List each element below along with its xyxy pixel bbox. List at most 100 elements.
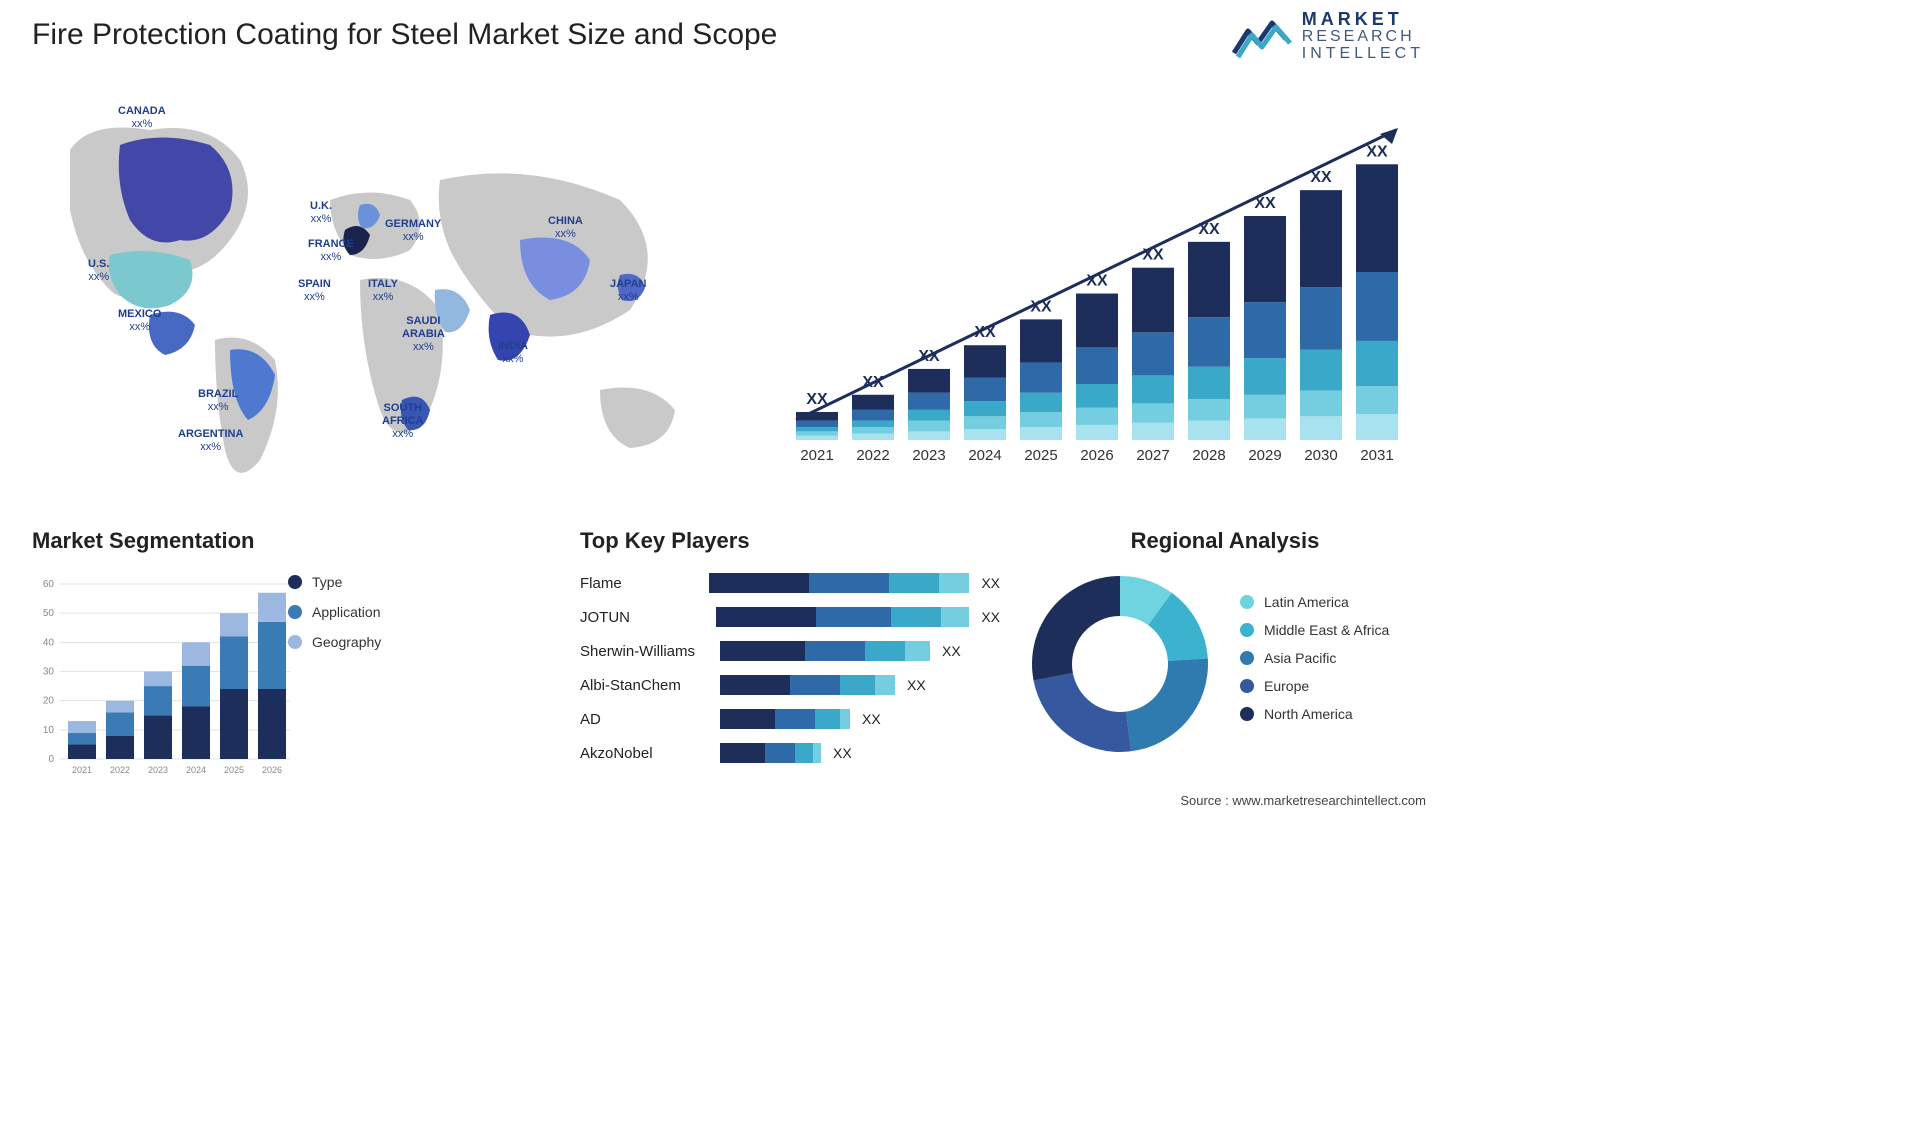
main-bar-value: XX (1198, 221, 1220, 238)
player-bar-segment (795, 743, 813, 763)
logo: MARKET RESEARCH INTELLECT (1232, 10, 1424, 62)
main-bar-segment (852, 427, 894, 433)
map-label-japan: JAPANxx% (610, 278, 646, 304)
main-bar-segment (796, 427, 838, 431)
regional-legend-label: Asia Pacific (1264, 650, 1336, 666)
main-bar-segment (1020, 412, 1062, 427)
player-row: JOTUN XX (580, 604, 1000, 630)
main-bar-segment (1076, 347, 1118, 384)
seg-year: 2023 (148, 765, 168, 775)
player-row: AD XX (580, 706, 1000, 732)
main-bar-segment (908, 431, 950, 440)
player-bar (720, 675, 895, 695)
player-name: AD (580, 711, 720, 728)
player-bar-segment (815, 709, 840, 729)
seg-legend-label: Geography (312, 634, 381, 650)
player-value: XX (907, 677, 926, 693)
main-bar-year: 2023 (912, 447, 945, 464)
main-bar-value: XX (918, 348, 940, 365)
main-bar-segment (1300, 416, 1342, 440)
seg-legend-item: Geography (288, 634, 381, 650)
main-bar-segment (1300, 350, 1342, 391)
legend-dot-icon (1240, 679, 1254, 693)
regional-legend-item: Middle East & Africa (1240, 622, 1389, 638)
main-bar-segment (1244, 418, 1286, 440)
regional-legend-item: North America (1240, 706, 1389, 722)
main-bar-segment (1132, 332, 1174, 375)
player-value: XX (862, 711, 881, 727)
legend-dot-icon (288, 575, 302, 589)
player-bar-segment (790, 675, 840, 695)
seg-bar-segment (106, 736, 134, 759)
regional-legend-label: Latin America (1264, 594, 1349, 610)
main-bar-value: XX (1366, 143, 1388, 160)
main-bar-year: 2028 (1192, 447, 1225, 464)
player-name: JOTUN (580, 609, 716, 626)
main-bar-segment (852, 395, 894, 410)
seg-bar-segment (258, 622, 286, 689)
seg-bar-segment (258, 689, 286, 759)
seg-bar-segment (144, 686, 172, 715)
main-bar-segment (1356, 386, 1398, 414)
player-bar-segment (891, 607, 941, 627)
logo-line3: INTELLECT (1302, 46, 1424, 63)
player-value: XX (981, 609, 1000, 625)
main-bar-value: XX (1086, 273, 1108, 290)
player-bar (720, 709, 850, 729)
main-bar-segment (1356, 341, 1398, 386)
main-bar-segment (1244, 302, 1286, 358)
map-label-uk: U.K.xx% (310, 200, 332, 226)
player-row: AkzoNobelXX (580, 740, 1000, 766)
main-bar-segment (1076, 294, 1118, 348)
seg-legend-label: Application (312, 604, 381, 620)
player-row: Albi-StanChemXX (580, 672, 1000, 698)
player-value: XX (833, 745, 852, 761)
main-bar-segment (908, 369, 950, 393)
main-bar-segment (1188, 399, 1230, 421)
main-bar-segment (1300, 287, 1342, 349)
main-bar-year: 2027 (1136, 447, 1169, 464)
main-bar-segment (908, 410, 950, 421)
map-label-argentina: ARGENTINAxx% (178, 428, 243, 454)
main-bar-segment (1356, 272, 1398, 341)
player-bar-segment (775, 709, 815, 729)
seg-ytick: 10 (43, 725, 55, 736)
main-bar-segment (908, 393, 950, 410)
seg-bar-segment (258, 593, 286, 622)
main-bar-segment (796, 431, 838, 435)
main-bar-year: 2031 (1360, 447, 1393, 464)
seg-bar-segment (182, 707, 210, 760)
main-bar-value: XX (1310, 169, 1332, 186)
main-bar-year: 2021 (800, 447, 833, 464)
main-bar-segment (1132, 403, 1174, 422)
players-chart: FlameXXJOTUNXXSherwin-WilliamsXXAlbi-Sta… (580, 570, 1000, 766)
player-value: XX (981, 575, 1000, 591)
main-bar-year: 2030 (1304, 447, 1337, 464)
main-bar-segment (1300, 190, 1342, 287)
player-bar (720, 641, 930, 661)
seg-bar-segment (68, 721, 96, 733)
seg-bar-segment (220, 637, 248, 690)
player-bar-segment (875, 675, 895, 695)
players-title: Top Key Players (580, 528, 1000, 554)
player-bar-segment (720, 743, 765, 763)
main-bar-value: XX (974, 324, 996, 341)
main-bar-segment (1132, 268, 1174, 333)
seg-ytick: 40 (43, 637, 55, 648)
legend-dot-icon (288, 635, 302, 649)
seg-bar-segment (68, 733, 96, 745)
main-bar-segment (1076, 408, 1118, 425)
main-bar-year: 2025 (1024, 447, 1057, 464)
legend-dot-icon (288, 605, 302, 619)
donut-slice (1034, 673, 1131, 752)
main-bar-value: XX (806, 391, 828, 408)
seg-year: 2025 (224, 765, 244, 775)
map-label-mexico: MEXICOxx% (118, 308, 161, 334)
players-panel: Top Key Players FlameXXJOTUNXXSherwin-Wi… (580, 528, 1000, 774)
legend-dot-icon (1240, 595, 1254, 609)
map-label-china: CHINAxx% (548, 215, 583, 241)
seg-bar-segment (144, 672, 172, 687)
seg-bar-segment (182, 666, 210, 707)
main-barchart-svg: XX2021XX2022XX2023XX2024XX2025XX2026XX20… (776, 100, 1416, 480)
regional-legend-label: Europe (1264, 678, 1309, 694)
